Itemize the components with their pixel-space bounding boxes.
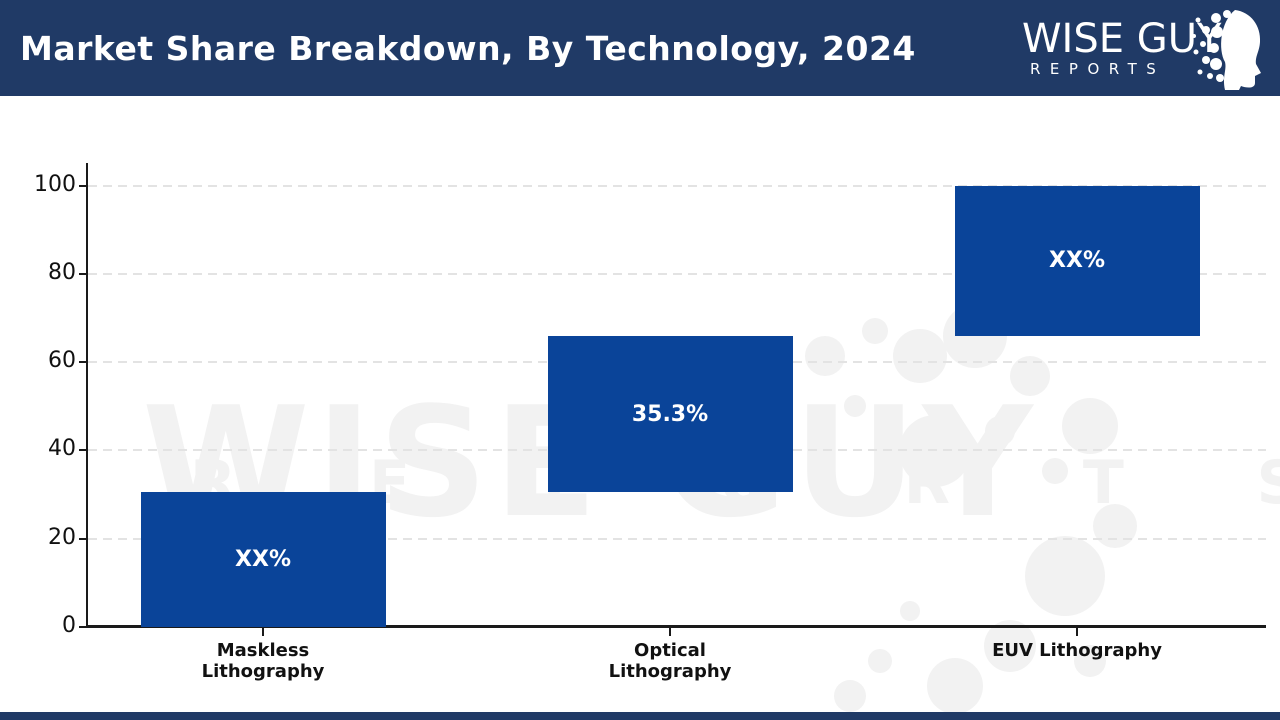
x-tick-mark: [1076, 628, 1078, 636]
x-tick-mark: [262, 628, 264, 636]
gridline: [88, 184, 1266, 187]
x-category-label: Maskless Lithography: [201, 640, 325, 682]
y-tick-mark: [79, 626, 87, 628]
x-category-label: Optical Lithography: [608, 640, 732, 682]
y-tick-label: 60: [48, 348, 76, 374]
logo-subtext: REPORTS: [1030, 60, 1165, 78]
footer-bar: [0, 712, 1280, 720]
logo-head-icon: [1192, 10, 1261, 90]
gridline: [88, 272, 1266, 275]
bar-segment: XX%: [954, 185, 1200, 337]
y-tick-label: 100: [34, 171, 76, 197]
y-tick-label: 80: [48, 259, 76, 285]
gridline: [88, 537, 1266, 540]
bar-segment: XX%: [140, 492, 386, 627]
bar-segment: 35.3%: [547, 336, 793, 493]
x-axis-line: [86, 625, 1266, 628]
bar-value-label: XX%: [235, 547, 291, 573]
header-banner: Market Share Breakdown, By Technology, 2…: [0, 0, 1280, 96]
logo-wordmark: WISE GUY: [1022, 16, 1222, 62]
x-tick-mark: [669, 628, 671, 636]
y-tick-mark: [79, 184, 87, 187]
y-tick-label: 40: [48, 436, 76, 462]
y-axis-line: [86, 163, 88, 627]
bar-value-label: 35.3%: [631, 401, 709, 427]
page-title: Market Share Breakdown, By Technology, 2…: [20, 28, 916, 68]
bar-value-label: XX%: [1049, 248, 1105, 274]
y-tick-mark: [79, 537, 87, 540]
y-tick-label: 20: [48, 524, 76, 550]
y-tick-mark: [79, 272, 87, 275]
wise-guy-reports-logo: WISE GUY REPORTS: [1022, 10, 1261, 90]
y-tick-mark: [79, 361, 87, 364]
y-tick-label: 0: [62, 613, 76, 638]
x-category-label: EUV Lithography: [992, 640, 1162, 661]
y-tick-mark: [79, 449, 87, 452]
